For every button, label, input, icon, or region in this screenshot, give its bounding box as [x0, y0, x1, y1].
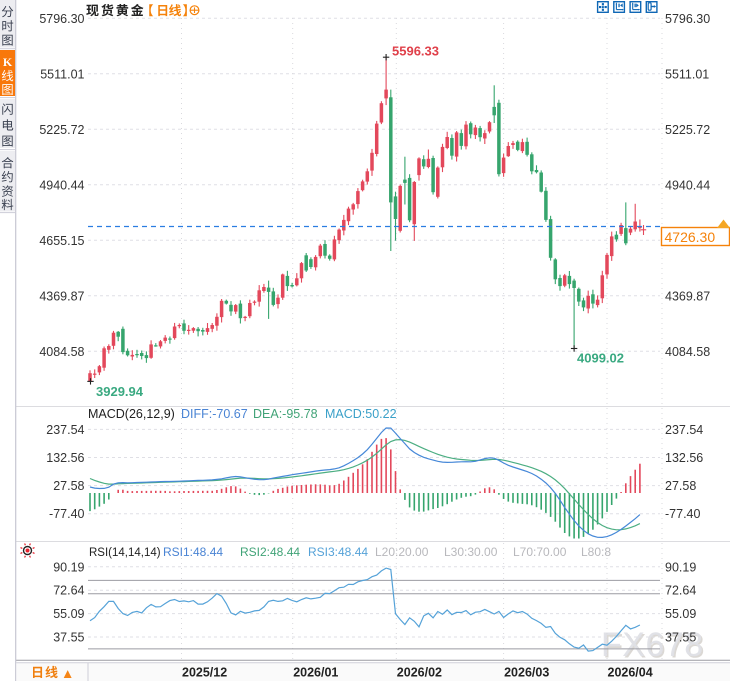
- svg-text:2026/01: 2026/01: [293, 666, 338, 680]
- svg-text:237.54: 237.54: [46, 423, 84, 437]
- svg-text:2026/02: 2026/02: [397, 666, 442, 680]
- svg-text:4940.44: 4940.44: [39, 178, 84, 192]
- svg-text:2026/04: 2026/04: [608, 666, 653, 680]
- svg-text:72.64: 72.64: [53, 584, 84, 598]
- svg-text:FX678: FX678: [601, 626, 704, 664]
- svg-text:MACD(26,12,9): MACD(26,12,9): [88, 407, 175, 421]
- svg-text:2026/03: 2026/03: [504, 666, 549, 680]
- svg-text:4940.44: 4940.44: [665, 178, 710, 192]
- svg-text:4726.30: 4726.30: [665, 229, 716, 245]
- svg-text:RSI1:48.44: RSI1:48.44: [163, 545, 223, 559]
- svg-text:5511.01: 5511.01: [665, 67, 709, 81]
- svg-text:L20:20.00: L20:20.00: [375, 545, 429, 559]
- svg-text:5225.72: 5225.72: [665, 123, 710, 137]
- svg-text:132.56: 132.56: [665, 451, 703, 465]
- svg-text:4099.02: 4099.02: [577, 351, 624, 366]
- svg-text:237.54: 237.54: [665, 423, 703, 437]
- svg-text:90.19: 90.19: [53, 560, 84, 574]
- svg-text:RSI(14,14,14): RSI(14,14,14): [89, 547, 161, 559]
- svg-text:▲: ▲: [61, 666, 74, 681]
- svg-text:5225.72: 5225.72: [39, 123, 84, 137]
- svg-text:RSI2:48.44: RSI2:48.44: [240, 545, 300, 559]
- svg-text:27.58: 27.58: [665, 479, 696, 493]
- svg-text:4369.87: 4369.87: [665, 289, 710, 303]
- svg-text:K: K: [3, 55, 13, 69]
- svg-text:L80:8: L80:8: [581, 545, 611, 559]
- svg-text:90.19: 90.19: [665, 560, 696, 574]
- svg-text:DIFF:-70.67: DIFF:-70.67: [181, 407, 248, 421]
- svg-text:2025/12: 2025/12: [182, 666, 227, 680]
- svg-text:3929.94: 3929.94: [96, 384, 144, 399]
- svg-text:-77.40: -77.40: [665, 507, 700, 521]
- svg-text:37.55: 37.55: [665, 631, 696, 645]
- svg-text:72.64: 72.64: [665, 584, 696, 598]
- svg-text:55.09: 55.09: [53, 607, 84, 621]
- svg-text:DEA:-95.78: DEA:-95.78: [253, 407, 318, 421]
- svg-text:5511.01: 5511.01: [40, 67, 84, 81]
- svg-text:5796.30: 5796.30: [39, 12, 84, 26]
- svg-text:MACD:50.22: MACD:50.22: [325, 407, 397, 421]
- svg-text:5596.33: 5596.33: [392, 44, 439, 59]
- svg-text:L70:70.00: L70:70.00: [513, 545, 567, 559]
- svg-text:RSI3:48.44: RSI3:48.44: [308, 545, 368, 559]
- svg-text:4084.58: 4084.58: [39, 345, 84, 359]
- svg-text:5796.30: 5796.30: [665, 12, 710, 26]
- svg-text:37.55: 37.55: [53, 631, 84, 645]
- svg-text:4369.87: 4369.87: [39, 289, 84, 303]
- svg-text:55.09: 55.09: [665, 607, 696, 621]
- svg-text:132.56: 132.56: [46, 451, 84, 465]
- svg-text:FX678: FX678: [603, 628, 706, 666]
- svg-text:L30:30.00: L30:30.00: [444, 545, 498, 559]
- svg-text:4084.58: 4084.58: [665, 345, 710, 359]
- svg-text:27.58: 27.58: [53, 479, 84, 493]
- svg-text:-77.40: -77.40: [49, 507, 84, 521]
- svg-text:4655.15: 4655.15: [39, 234, 84, 248]
